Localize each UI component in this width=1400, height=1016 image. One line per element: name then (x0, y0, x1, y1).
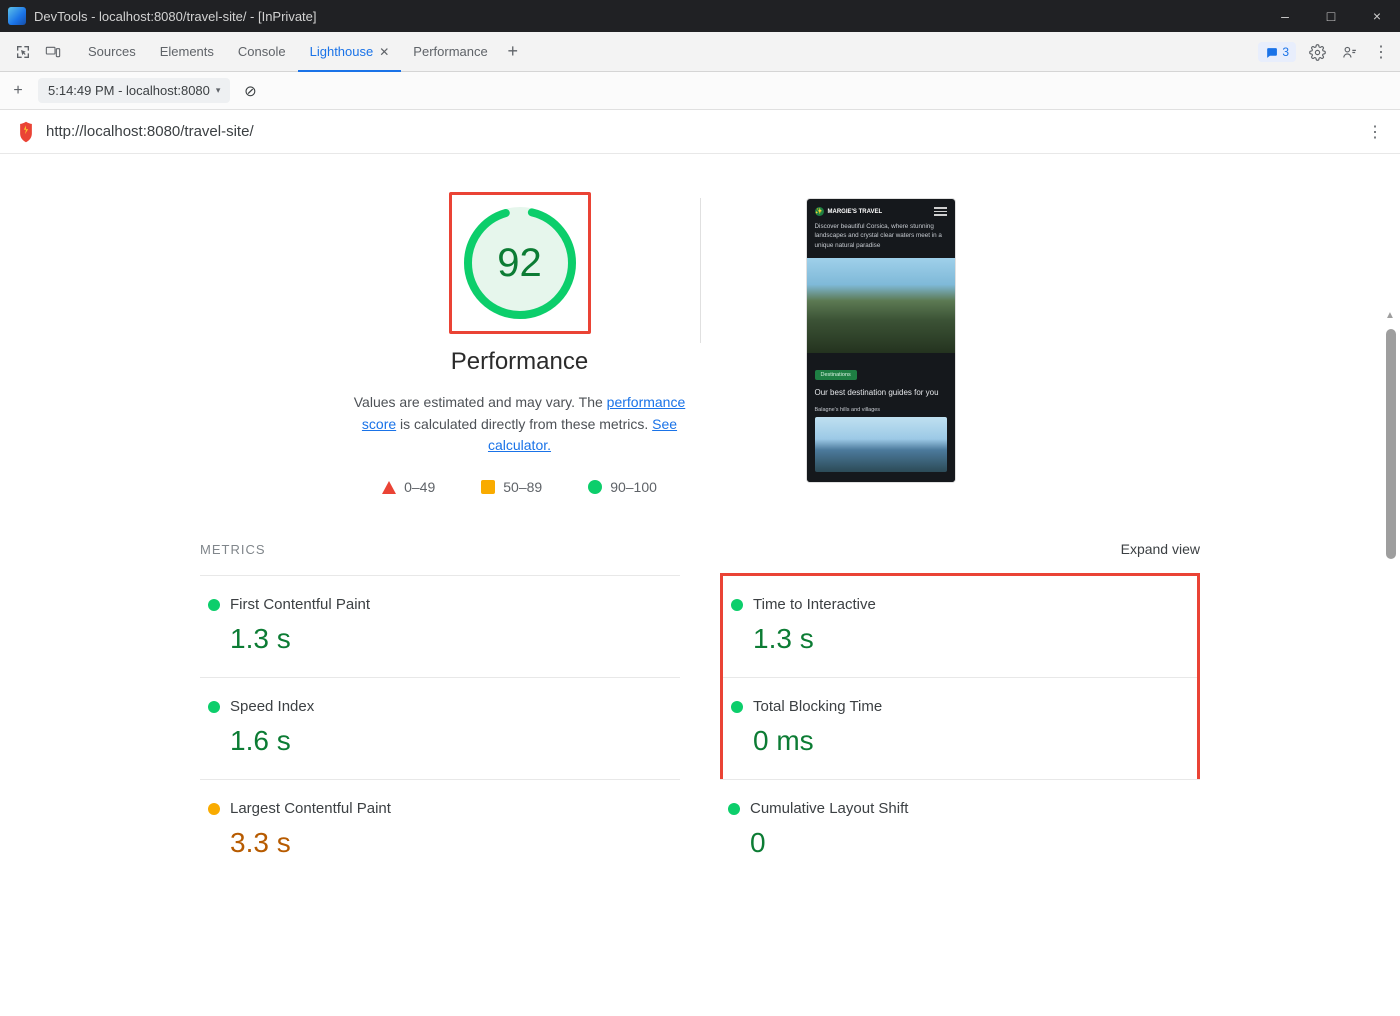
metric-item-speed-index[interactable]: Speed Index 1.6 s (200, 678, 680, 780)
run-selector-dropdown[interactable]: 5:14:49 PM - localhost:8080 ▾ (38, 78, 230, 103)
phone-destinations-tag: Destinations (815, 370, 857, 380)
device-toolbar-icon[interactable] (38, 37, 68, 67)
browser-tab-icon (8, 7, 26, 25)
brand-leaf-icon: ✨ (815, 207, 824, 216)
metric-item-tti[interactable]: Time to Interactive 1.3 s (723, 576, 1197, 678)
site-brand-label: ✨ MARGIE'S TRAVEL (815, 207, 883, 216)
lcp-status-dot (208, 803, 220, 815)
performance-score-label: Performance (451, 348, 588, 376)
comments-badge[interactable]: 3 (1258, 42, 1296, 62)
close-lighthouse-tab-icon[interactable]: ✕ (379, 45, 389, 59)
phone-card-title: Balagne's hills and villages (815, 407, 947, 413)
minimize-button[interactable]: – (1262, 0, 1308, 32)
scrollbar-up-arrow-icon[interactable]: ▲ (1385, 310, 1395, 318)
tab-performance[interactable]: Performance (401, 32, 499, 72)
legend-circle-icon (588, 480, 602, 494)
tbt-status-dot (731, 701, 743, 713)
url-bar-more-icon[interactable]: ⋮ (1367, 122, 1384, 142)
performance-score-link[interactable]: performance score (362, 394, 685, 432)
report-scrollbar-thumb[interactable] (1386, 329, 1396, 559)
speed-index-status-dot (208, 701, 220, 713)
more-options-icon[interactable]: ⋮ (1370, 41, 1392, 63)
settings-icon[interactable] (1306, 41, 1328, 63)
tab-console[interactable]: Console (226, 32, 298, 72)
metric-item-lcp[interactable]: Largest Contentful Paint 3.3 s (200, 780, 680, 881)
window-titlebar: DevTools - localhost:8080/travel-site/ -… (0, 0, 1400, 32)
tti-metric-value: 1.3 s (753, 623, 1189, 655)
performance-gauge[interactable]: 92 (460, 203, 580, 323)
cls-status-dot (728, 803, 740, 815)
maximize-button[interactable]: □ (1308, 0, 1354, 32)
speed-index-metric-value: 1.6 s (230, 725, 672, 757)
window-title: DevTools - localhost:8080/travel-site/ -… (34, 9, 317, 24)
metrics-header-row: METRICS Expand view (200, 541, 1200, 575)
metric-item-fcp[interactable]: First Contentful Paint 1.3 s (200, 576, 680, 678)
hamburger-menu-icon[interactable] (934, 207, 947, 215)
metrics-right-column: Time to Interactive 1.3 s Total Blocking… (720, 575, 1200, 881)
add-panel-button[interactable]: + (500, 39, 526, 65)
tab-elements[interactable]: Elements (148, 32, 226, 72)
performance-score-description: Values are estimated and may vary. The p… (340, 392, 700, 457)
fcp-metric-value: 1.3 s (230, 623, 672, 655)
phone-headline-text: Discover beautiful Corsica, where stunni… (807, 222, 955, 258)
metrics-columns: First Contentful Paint 1.3 s Speed Index… (200, 575, 1200, 881)
tti-metric-name: Time to Interactive (753, 596, 876, 613)
legend-square-icon (481, 480, 495, 494)
mobile-preview-frame[interactable]: ✨ MARGIE'S TRAVEL Discover beautiful Cor… (806, 198, 956, 483)
fcp-status-dot (208, 599, 220, 611)
devtools-panel-tabstrip: Sources Elements Console Lighthouse ✕ Pe… (0, 32, 1400, 72)
comments-count: 3 (1282, 45, 1289, 59)
run-timestamp-label: 5:14:49 PM - localhost:8080 (48, 83, 210, 98)
lighthouse-run-toolbar: + 5:14:49 PM - localhost:8080 ▾ ⊘ (0, 72, 1400, 110)
tbt-metric-value: 0 ms (753, 725, 1189, 757)
performance-score-block: 92 Performance Values are estimated and … (340, 192, 700, 495)
close-button[interactable]: × (1354, 0, 1400, 32)
chevron-down-icon: ▾ (216, 85, 221, 96)
fcp-metric-name: First Contentful Paint (230, 596, 370, 613)
window-controls: – □ × (1262, 0, 1400, 32)
tbt-metric-name: Total Blocking Time (753, 698, 882, 715)
score-legend: 0–49 50–89 90–100 (382, 479, 657, 495)
phone-body-content: Destinations Our best destination guides… (807, 353, 955, 482)
legend-item-green: 90–100 (588, 479, 657, 495)
no-entry-icon[interactable]: ⊘ (240, 81, 260, 101)
lighthouse-report: 92 Performance Values are estimated and … (0, 154, 1400, 1016)
report-scrollbar-track[interactable]: ▲ ▼ (1384, 304, 1398, 1016)
lcp-metric-name: Largest Contentful Paint (230, 800, 391, 817)
cls-metric-value: 0 (750, 827, 1192, 859)
metrics-section: METRICS Expand view First Contentful Pai… (200, 495, 1200, 881)
lcp-metric-value: 3.3 s (230, 827, 672, 859)
score-highlight-box: 92 (449, 192, 591, 334)
score-and-thumbnail-row: 92 Performance Values are estimated and … (0, 192, 1400, 495)
see-calculator-link[interactable]: See calculator. (488, 416, 677, 454)
legend-triangle-icon (382, 481, 396, 494)
tab-sources[interactable]: Sources (76, 32, 148, 72)
page-url-text: http://localhost:8080/travel-site/ (46, 123, 254, 140)
phone-card-image (815, 417, 947, 472)
expand-view-link[interactable]: Expand view (1121, 541, 1200, 557)
phone-hero-image (807, 258, 955, 353)
metric-item-tbt[interactable]: Total Blocking Time 0 ms (723, 678, 1197, 779)
cls-metric-name: Cumulative Layout Shift (750, 800, 908, 817)
new-run-icon[interactable]: + (8, 81, 28, 101)
metrics-section-title: METRICS (200, 542, 266, 557)
metrics-left-column: First Contentful Paint 1.3 s Speed Index… (200, 575, 680, 881)
metrics-right-highlighted-group: Time to Interactive 1.3 s Total Blocking… (720, 573, 1200, 779)
inspect-element-icon[interactable] (8, 37, 38, 67)
phone-subheading: Our best destination guides for you (815, 388, 947, 397)
tti-status-dot (731, 599, 743, 611)
speed-index-metric-name: Speed Index (230, 698, 314, 715)
tab-lighthouse[interactable]: Lighthouse ✕ (298, 32, 402, 72)
tabstrip-right-controls: 3 ⋮ (1258, 32, 1392, 72)
account-icon[interactable] (1338, 41, 1360, 63)
legend-item-red: 0–49 (382, 479, 435, 495)
metric-item-cls[interactable]: Cumulative Layout Shift 0 (720, 779, 1200, 881)
page-thumbnail-block: ✨ MARGIE'S TRAVEL Discover beautiful Cor… (701, 192, 1061, 483)
phone-header: ✨ MARGIE'S TRAVEL (807, 199, 955, 222)
report-url-bar: http://localhost:8080/travel-site/ ⋮ (0, 110, 1400, 154)
lighthouse-logo-icon (16, 120, 36, 144)
legend-item-orange: 50–89 (481, 479, 542, 495)
performance-score-value: 92 (497, 241, 542, 286)
